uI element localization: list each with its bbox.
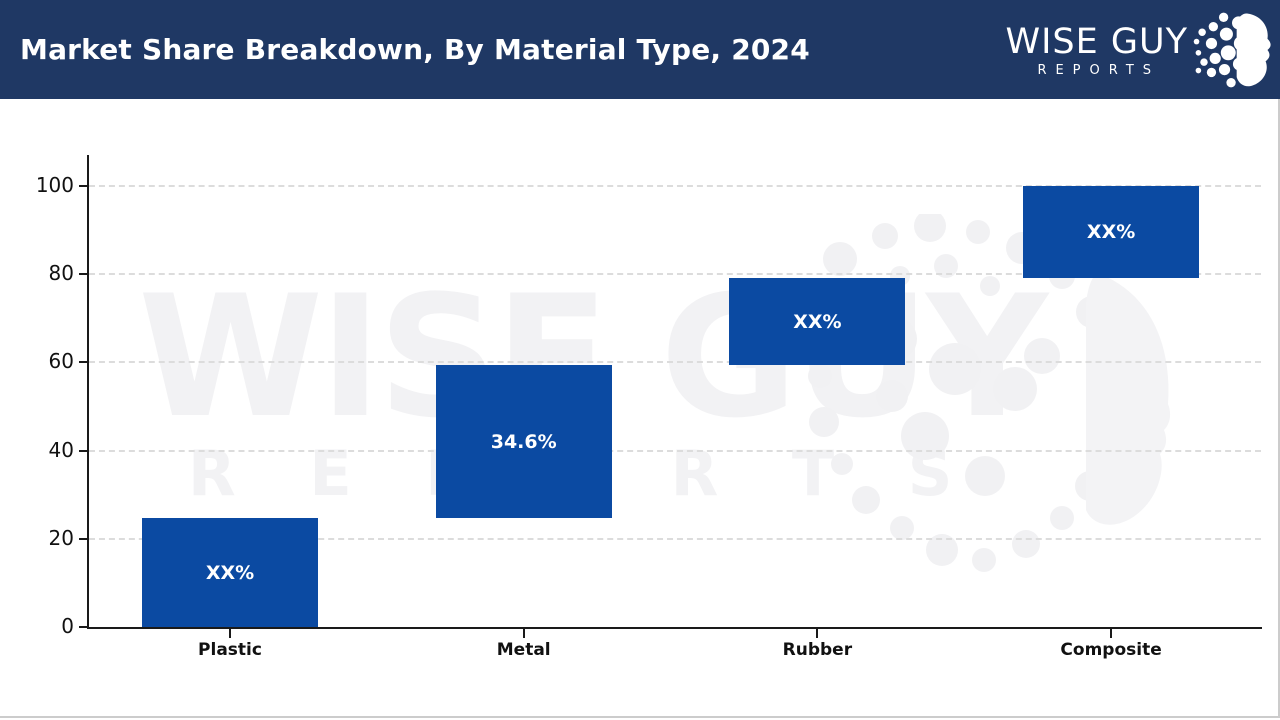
y-axis-spine (87, 155, 89, 629)
y-axis-tick-label: 40 (48, 437, 74, 462)
wise-guy-reports-logo: WISE GUY REPORTS (1005, 8, 1274, 92)
gridline-20 (89, 537, 1261, 540)
y-axis-tick-label: 20 (48, 525, 74, 550)
bar-value-label: XX% (1086, 221, 1136, 244)
chart-area: WISE GUY R E P O R T S 020406080100XX%Pl… (0, 99, 1280, 716)
x-axis-spine (87, 627, 1262, 629)
y-axis-tick-60 (79, 361, 88, 364)
bar-metal: 34.6% (435, 365, 612, 519)
page-title: Market Share Breakdown, By Material Type… (20, 33, 810, 66)
x-axis-label-metal: Metal (496, 640, 551, 660)
x-axis-tick-metal (522, 629, 525, 638)
logo-wordmark: WISE GUY (1005, 21, 1188, 62)
gridline-100 (89, 185, 1261, 187)
x-axis-tick-composite (1110, 629, 1113, 638)
x-axis-label-plastic: Plastic (198, 640, 262, 660)
gridline-60 (89, 361, 1261, 364)
gridline-80 (89, 273, 1261, 276)
logo-subtitle: REPORTS (1037, 62, 1161, 78)
bar-value-label: XX% (205, 561, 255, 584)
bar-value-label: XX% (793, 310, 842, 333)
bar-rubber: XX% (729, 278, 906, 366)
y-axis-tick-100 (79, 185, 88, 187)
x-axis-label-composite: Composite (1060, 640, 1162, 660)
y-axis-tick-40 (79, 449, 88, 452)
bar-composite: XX% (1023, 186, 1200, 279)
y-axis-tick-label: 100 (35, 173, 74, 197)
y-axis-tick-0 (79, 626, 88, 628)
bottom-border-line (0, 716, 1280, 718)
x-axis-tick-plastic (229, 629, 231, 638)
x-axis-tick-rubber (816, 629, 819, 638)
y-axis-tick-label: 60 (48, 349, 74, 374)
y-axis-tick-20 (79, 537, 88, 540)
gridline-40 (89, 449, 1261, 452)
logo-text: WISE GUY REPORTS (1005, 23, 1188, 78)
y-axis-tick-80 (79, 273, 88, 276)
y-axis-tick-label: 0 (61, 614, 74, 638)
bar-value-label: 34.6% (490, 430, 557, 453)
x-axis-label-rubber: Rubber (782, 640, 853, 660)
header-bar: Market Share Breakdown, By Material Type… (0, 0, 1280, 99)
logo-head-dots-icon (1193, 12, 1271, 88)
y-axis-tick-label: 80 (48, 261, 74, 286)
bar-plastic: XX% (142, 518, 318, 627)
